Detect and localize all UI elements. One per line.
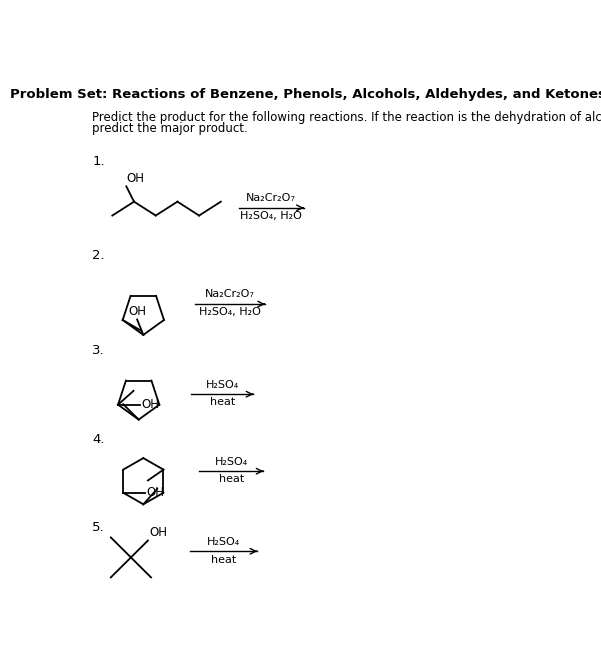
Text: H₂SO₄, H₂O: H₂SO₄, H₂O [199, 307, 261, 317]
Text: Na₂Cr₂O₇: Na₂Cr₂O₇ [205, 290, 255, 300]
Text: OH: OH [126, 172, 144, 184]
Text: Predict the product for the following reactions. If the reaction is the dehydrat: Predict the product for the following re… [92, 111, 601, 124]
Text: H₂SO₄, H₂O: H₂SO₄, H₂O [240, 211, 302, 221]
Text: predict the major product.: predict the major product. [92, 122, 248, 135]
Text: 4.: 4. [92, 433, 105, 445]
Text: heat: heat [210, 397, 235, 407]
Text: OH: OH [150, 526, 168, 539]
Text: 1.: 1. [92, 156, 105, 169]
Text: 2.: 2. [92, 249, 105, 262]
Text: heat: heat [212, 555, 237, 565]
Text: 3.: 3. [92, 344, 105, 357]
Text: OH: OH [141, 398, 159, 411]
Text: H₂SO₄: H₂SO₄ [215, 456, 248, 466]
Text: H₂SO₄: H₂SO₄ [206, 379, 239, 390]
Text: OH: OH [147, 486, 165, 499]
Text: H₂SO₄: H₂SO₄ [207, 537, 240, 547]
Text: OH: OH [128, 305, 146, 318]
Text: Problem Set: Reactions of Benzene, Phenols, Alcohols, Aldehydes, and Ketones: Problem Set: Reactions of Benzene, Pheno… [10, 88, 601, 101]
Text: Na₂Cr₂O₇: Na₂Cr₂O₇ [246, 193, 296, 203]
Text: 5.: 5. [92, 521, 105, 534]
Text: heat: heat [219, 474, 244, 484]
